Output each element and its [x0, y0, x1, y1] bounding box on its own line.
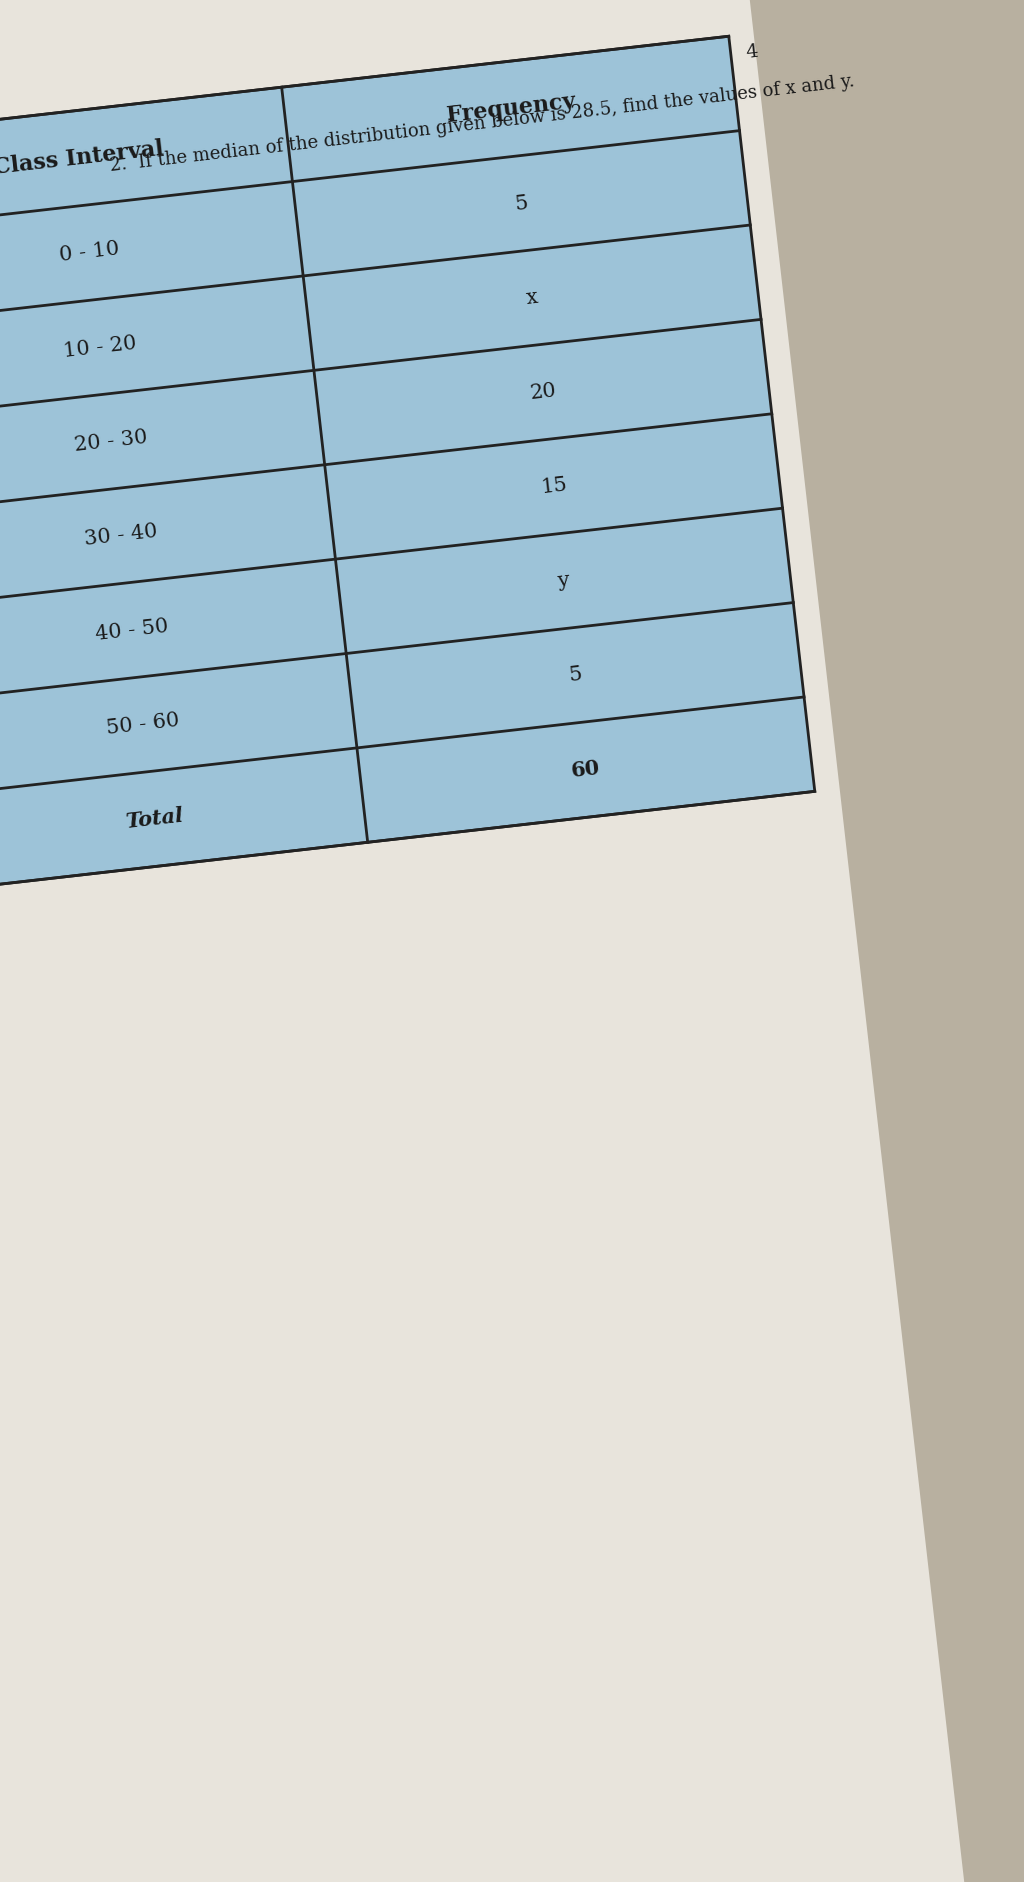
Text: Total: Total	[124, 805, 183, 832]
Text: 60: 60	[570, 758, 601, 781]
Text: Class Interval: Class Interval	[0, 137, 165, 179]
Text: 40 - 50: 40 - 50	[94, 617, 170, 644]
Text: Frequency: Frequency	[445, 90, 577, 128]
Text: 10 - 20: 10 - 20	[62, 333, 137, 361]
Text: 2.  If the median of the distribution given below is 28.5, find the values of x : 2. If the median of the distribution giv…	[109, 72, 855, 175]
Text: 5: 5	[567, 664, 583, 685]
Text: 15: 15	[540, 476, 568, 497]
Text: 4: 4	[744, 43, 759, 62]
Text: 50 - 60: 50 - 60	[105, 711, 180, 738]
Text: x: x	[525, 288, 539, 309]
Polygon shape	[0, 36, 815, 890]
Text: 20: 20	[528, 382, 557, 403]
Text: 5: 5	[514, 194, 529, 213]
Text: 30 - 40: 30 - 40	[84, 521, 159, 550]
Polygon shape	[0, 0, 981, 1882]
Text: 20 - 30: 20 - 30	[73, 427, 148, 455]
Text: 0 - 10: 0 - 10	[58, 239, 120, 265]
Text: y: y	[557, 570, 571, 591]
